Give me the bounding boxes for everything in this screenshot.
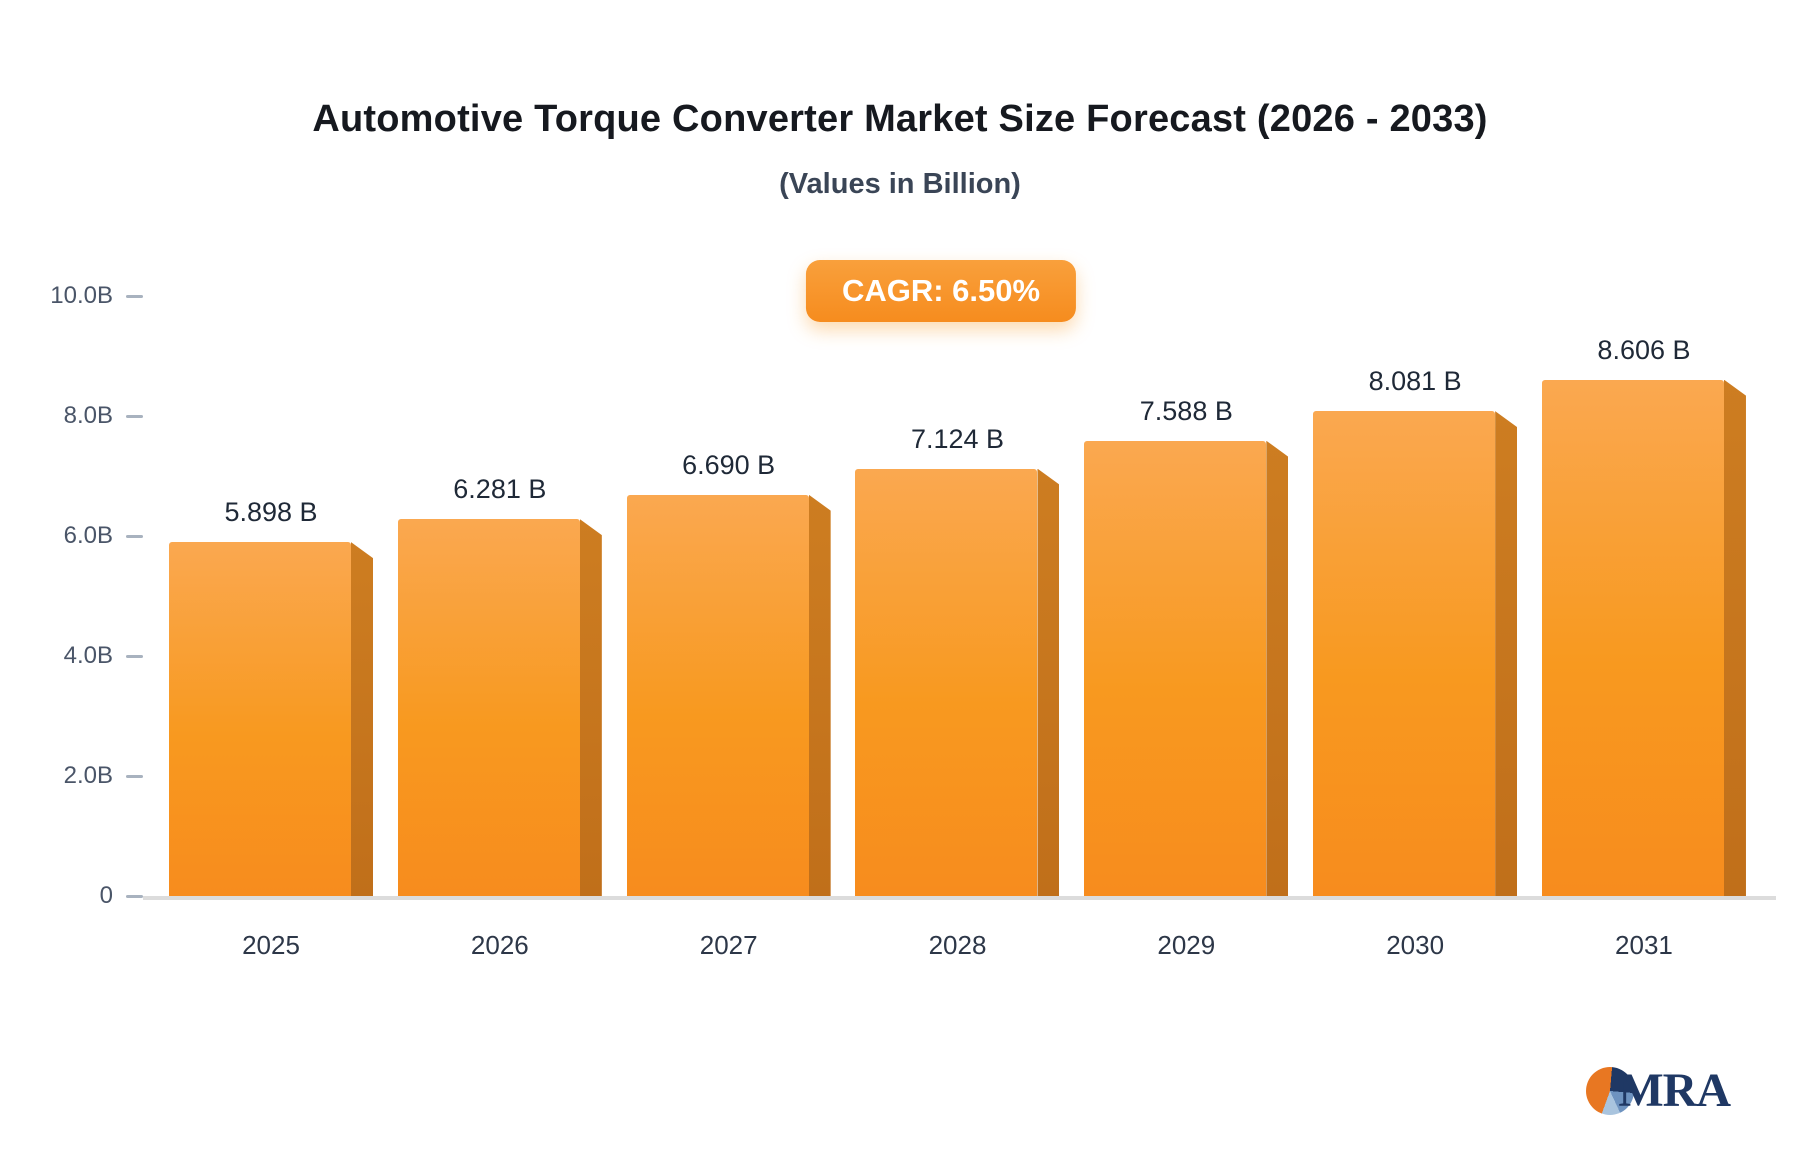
bar-side	[1495, 411, 1518, 896]
x-axis-label: 2027	[699, 930, 758, 960]
bar-2028: 7.124 B	[855, 424, 1060, 896]
y-axis-tick-label: 6.0B	[63, 522, 113, 549]
y-axis-tick-label: 4.0B	[63, 642, 113, 669]
logo-pie-icon	[1586, 1066, 1635, 1115]
bar-value-label: 8.606 B	[1597, 334, 1691, 365]
y-axis-tick: 0	[47, 882, 143, 910]
bar-value-label: 5.898 B	[224, 497, 318, 528]
y-axis-tick-mark	[126, 294, 143, 298]
bars-row: 5.898 B 6.281 B 6.690 B 7.124 B 7.588 B 8.081…	[143, 296, 1776, 896]
x-axis-label: 2031	[1615, 930, 1673, 960]
x-axis-label: 2026	[470, 930, 529, 960]
bar-2029: 7.588 B	[1084, 396, 1289, 896]
x-axis-label: 2029	[1157, 930, 1216, 960]
cagr-badge: CAGR: 6.50%	[805, 260, 1077, 322]
y-axis-tick: 2.0B	[47, 762, 143, 790]
bar-side	[1723, 379, 1746, 896]
y-axis-tick-mark	[126, 534, 143, 538]
bar-side	[351, 542, 373, 896]
x-axis-label: 2030	[1386, 930, 1445, 960]
bar-face	[1313, 411, 1496, 896]
y-axis-tick: 4.0B	[47, 642, 143, 670]
bar-value-label: 7.124 B	[910, 423, 1005, 454]
y-axis-tick: 6.0B	[47, 522, 143, 550]
bar-value-label: 7.588 B	[1139, 395, 1233, 426]
bar-value-label: 6.690 B	[682, 449, 776, 480]
logo-text: MRA	[1618, 1064, 1731, 1117]
chart-subtitle: (Values in Billion)	[779, 168, 1021, 200]
bar-face	[169, 542, 351, 896]
bar-side	[1037, 468, 1060, 896]
y-axis-tick-mark	[126, 414, 143, 418]
bar-value-label: 8.081 B	[1368, 366, 1462, 397]
bar-side	[579, 519, 602, 896]
bar-2027: 6.690 B	[626, 450, 831, 896]
y-axis-tick-label: 10.0B	[50, 282, 113, 309]
plot-area: 0 2.0B 4.0B 6.0B 8.0B 10.0B 5.898 B 6.281 B 6.6…	[50, 282, 1776, 909]
chart-title: Automotive Torque Converter Market Size …	[312, 98, 1488, 140]
y-axis-tick-label: 0	[99, 882, 113, 909]
bar-face	[855, 468, 1038, 896]
logo: MRA	[1586, 1063, 1731, 1118]
bar-face	[1084, 440, 1267, 896]
bar-2030: 8.081 B	[1313, 366, 1518, 896]
bar-face	[397, 519, 580, 896]
bar-side	[808, 494, 831, 896]
bar-value-label: 6.281 B	[453, 474, 547, 505]
y-axis-tick-label: 2.0B	[63, 762, 113, 789]
y-axis-tick: 10.0B	[47, 282, 143, 310]
y-axis: 0 2.0B 4.0B 6.0B 8.0B 10.0B	[23, 282, 143, 909]
bar-2031: 8.606 B	[1541, 335, 1746, 896]
bar-2025: 5.898 B	[169, 497, 373, 896]
y-axis-tick-mark	[126, 654, 143, 658]
x-axis-label: 2025	[242, 930, 300, 960]
x-axis-label: 2028	[928, 930, 987, 960]
y-axis-tick: 8.0B	[47, 402, 143, 430]
bar-face	[1541, 379, 1724, 896]
y-axis-tick-mark	[126, 774, 143, 778]
bar-side	[1266, 440, 1289, 896]
bar-2026: 6.281 B	[397, 474, 602, 896]
y-axis-tick-mark	[126, 894, 143, 898]
y-axis-tick-label: 8.0B	[63, 402, 113, 429]
bar-face	[626, 494, 809, 896]
x-axis-labels: 2025 2026 2027 2028 2029 2030 2031	[143, 908, 1776, 961]
